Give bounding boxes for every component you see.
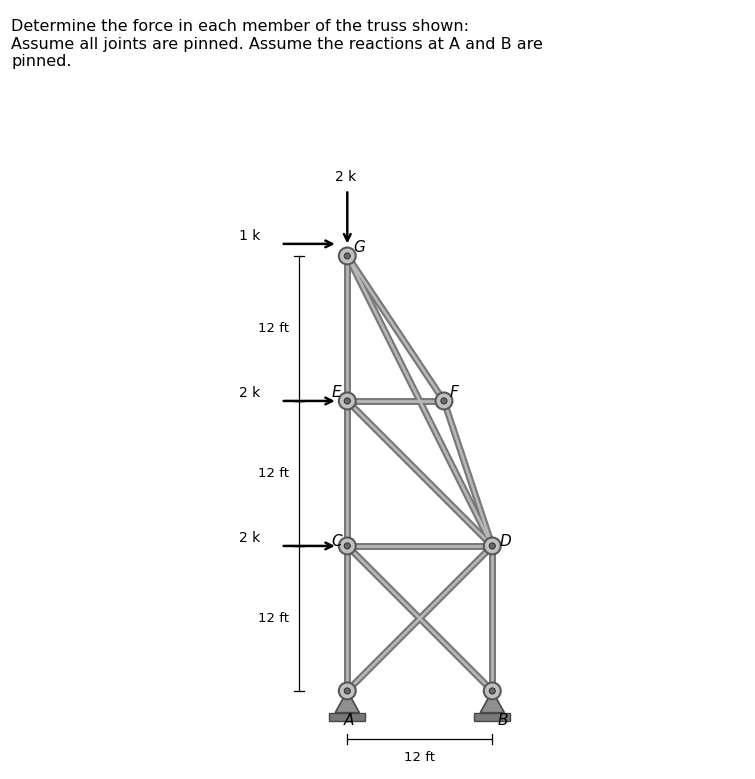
Text: B: B bbox=[497, 713, 507, 728]
Text: Determine the force in each member of the truss shown:
Assume all joints are pin: Determine the force in each member of th… bbox=[11, 19, 543, 69]
Text: 12 ft: 12 ft bbox=[258, 612, 289, 625]
Text: 2 k: 2 k bbox=[239, 386, 260, 400]
Text: D: D bbox=[500, 534, 511, 549]
Text: 1 k: 1 k bbox=[239, 229, 260, 243]
Text: A: A bbox=[344, 713, 354, 728]
Text: 12 ft: 12 ft bbox=[404, 751, 436, 764]
Circle shape bbox=[339, 393, 356, 410]
Polygon shape bbox=[480, 691, 504, 713]
Circle shape bbox=[436, 393, 452, 410]
Circle shape bbox=[344, 543, 350, 549]
Circle shape bbox=[489, 543, 495, 549]
Text: 12 ft: 12 ft bbox=[258, 322, 289, 335]
Text: 12 ft: 12 ft bbox=[258, 467, 289, 480]
Circle shape bbox=[441, 398, 447, 404]
Text: C: C bbox=[331, 534, 342, 549]
Bar bbox=[329, 713, 365, 721]
Text: 2 k: 2 k bbox=[335, 170, 356, 184]
Circle shape bbox=[339, 682, 356, 700]
Text: E: E bbox=[331, 386, 341, 400]
Circle shape bbox=[484, 538, 501, 555]
Circle shape bbox=[339, 248, 356, 264]
Circle shape bbox=[344, 688, 350, 694]
Circle shape bbox=[344, 398, 350, 404]
Text: F: F bbox=[450, 386, 459, 400]
Circle shape bbox=[484, 682, 501, 700]
Circle shape bbox=[344, 253, 350, 259]
Polygon shape bbox=[335, 691, 359, 713]
Text: G: G bbox=[353, 241, 365, 256]
Bar bbox=[474, 713, 510, 721]
Text: 2 k: 2 k bbox=[239, 531, 260, 545]
Circle shape bbox=[489, 688, 495, 694]
Circle shape bbox=[339, 538, 356, 555]
